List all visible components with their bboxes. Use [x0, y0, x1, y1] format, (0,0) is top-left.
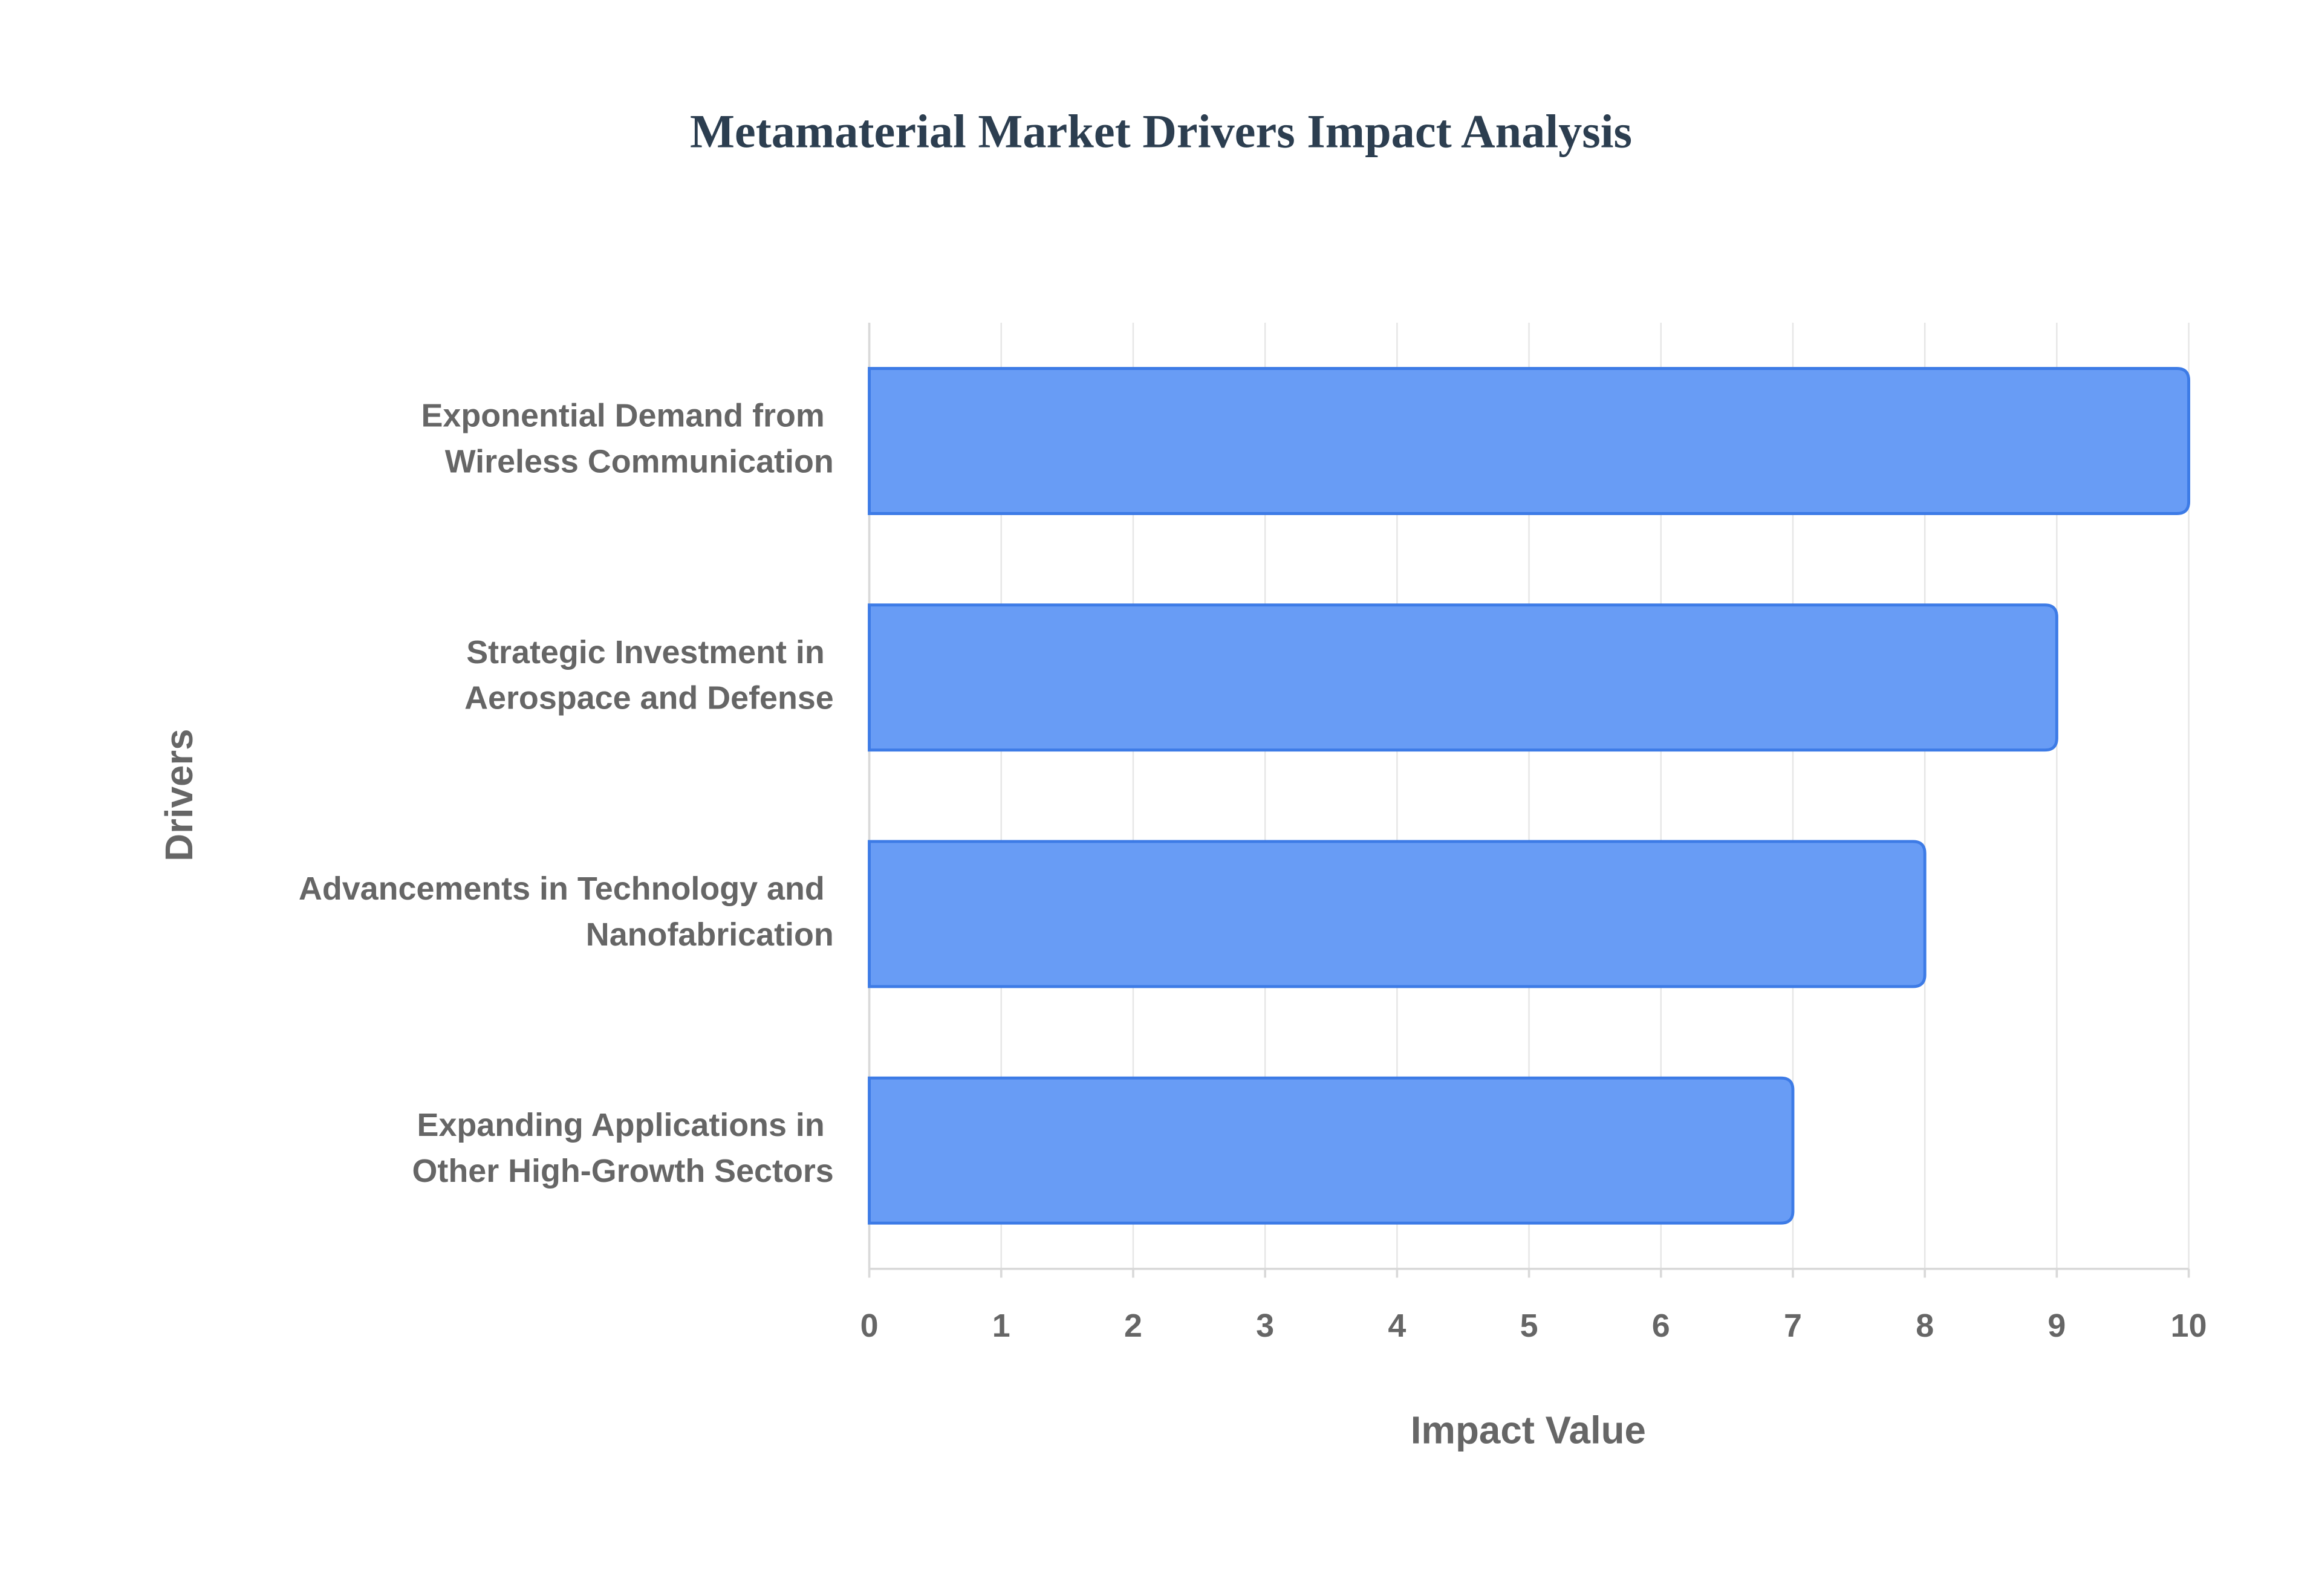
- x-axis-title: Impact Value: [1411, 1409, 1646, 1452]
- y-tick-label: Expanding Applications in Other High-Gro…: [412, 1107, 834, 1189]
- labels: 0 1 2 3 4 5 6 7 8 9 10 Exponential Demand from Wire…: [299, 398, 2207, 1344]
- x-tick-label: 7: [1784, 1308, 1802, 1344]
- x-tick-label: 0: [860, 1308, 879, 1344]
- x-tick-label: 3: [1256, 1308, 1274, 1344]
- bars: [868, 367, 2191, 1225]
- y-tick-label: Exponential Demand from Wireless Communi…: [421, 398, 833, 480]
- y-axis-title: Drivers: [158, 728, 201, 861]
- y-tick-label: Advancements in Technology and Nanofabri…: [299, 871, 834, 953]
- x-tick-label: 10: [2171, 1308, 2207, 1344]
- chart-title: Metamaterial Market Drivers Impact Analy…: [690, 105, 1632, 157]
- x-tick-label: 1: [992, 1308, 1010, 1344]
- x-tick-label: 4: [1388, 1308, 1406, 1344]
- x-tick-label: 2: [1124, 1308, 1142, 1344]
- x-tick-label: 8: [1916, 1308, 1934, 1344]
- y-tick-label: Strategic Investment in Aerospace and De…: [464, 634, 834, 716]
- bar: [868, 1076, 1795, 1225]
- x-tick-label: 6: [1652, 1308, 1670, 1344]
- x-tick-label: 5: [1520, 1308, 1538, 1344]
- bar: [868, 603, 2058, 752]
- bar: [868, 367, 2191, 515]
- bar: [868, 840, 1927, 988]
- x-tick-label: 9: [2047, 1308, 2066, 1344]
